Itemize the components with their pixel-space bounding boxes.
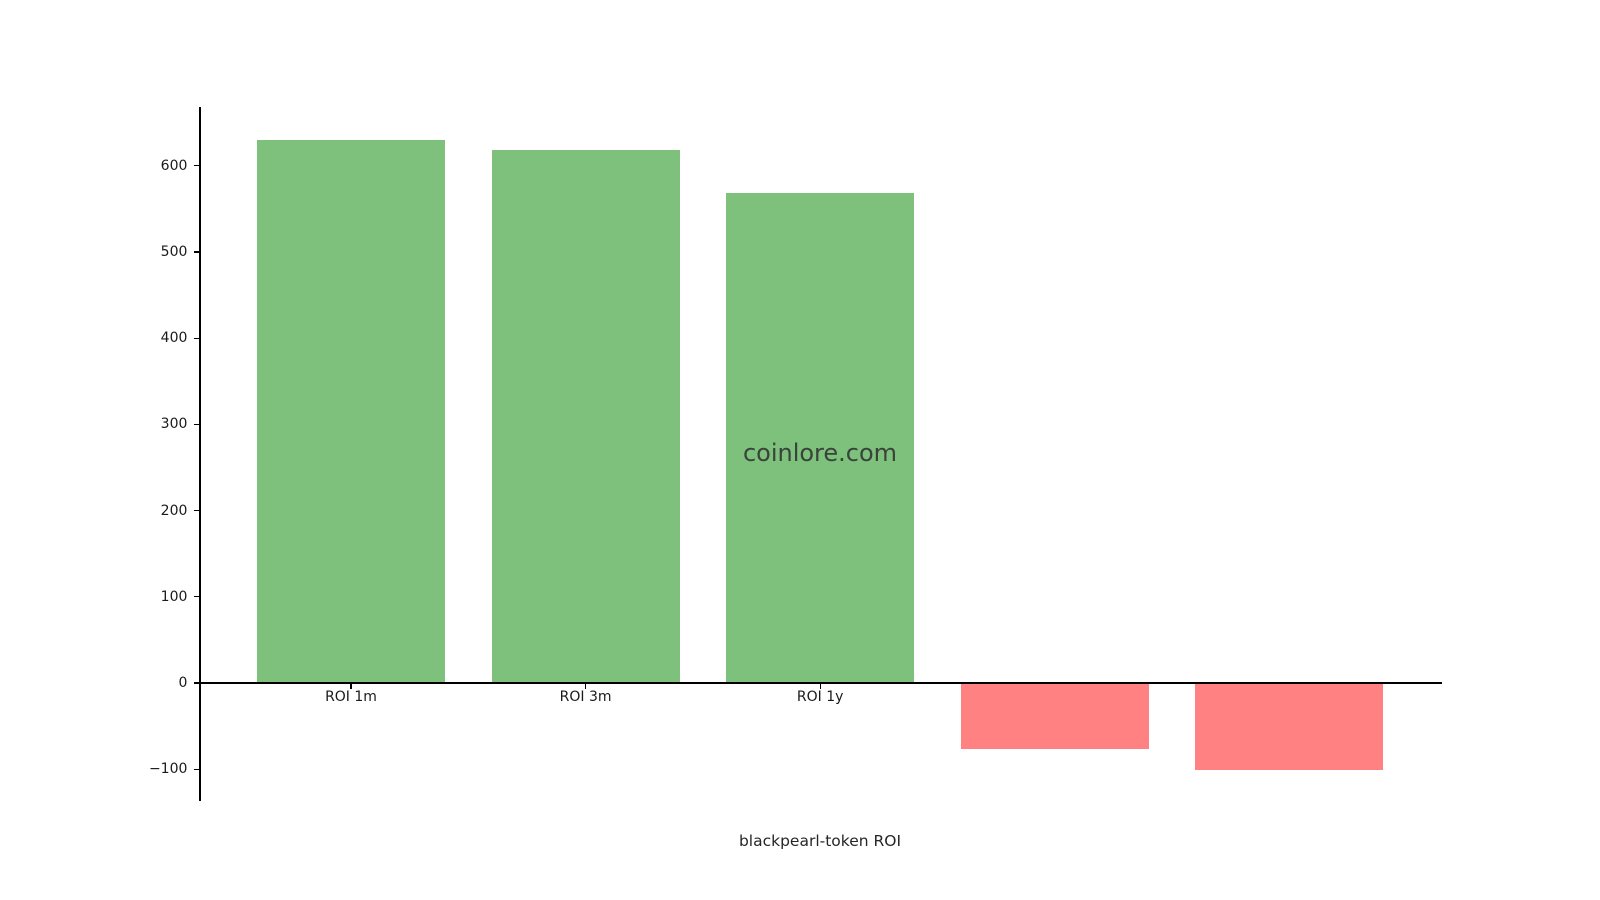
- watermark-text: coinlore.com: [742, 439, 898, 467]
- y-tick-200: [194, 509, 200, 512]
- bar-4: [960, 684, 1149, 749]
- x-tick-roi-1m: [350, 683, 352, 689]
- y-tick-label-500: 500: [160, 244, 188, 260]
- y-tick-label-0: 0: [178, 675, 188, 691]
- y-axis-spine: [199, 107, 201, 801]
- y-tick-label-400: 400: [160, 330, 188, 347]
- bar-roi-1m: [257, 139, 445, 683]
- y-tick-label-200: 200: [160, 502, 188, 519]
- y-tick-100: [194, 596, 200, 598]
- bar-roi-1y: [726, 193, 915, 683]
- x-tick-roi-1y: [819, 683, 821, 689]
- y-tick-300: [194, 423, 200, 426]
- x-tick-label-roi-3m: ROI 3m: [559, 689, 612, 705]
- y-tick-label-600: 600: [160, 157, 188, 174]
- x-tick-label-roi-1m: ROI 1m: [325, 689, 377, 705]
- x-tick-roi-3m: [584, 683, 587, 689]
- y-tick-label-100: 100: [160, 588, 188, 605]
- bar-5: [1195, 684, 1384, 771]
- y-tick-400: [194, 337, 200, 339]
- y-tick-600: [194, 165, 200, 167]
- y-tick--100: [194, 768, 200, 770]
- y-tick-500: [194, 251, 200, 253]
- y-tick-0: [194, 682, 200, 684]
- x-tick-label-roi-1y: ROI 1y: [796, 689, 844, 705]
- y-tick-label-300: 300: [160, 416, 188, 433]
- y-tick-label--100: −100: [148, 761, 188, 778]
- chart-title: blackpearl-token ROI: [738, 832, 902, 850]
- x-axis-zero-line: [200, 682, 1442, 684]
- bar-roi-3m: [491, 150, 680, 683]
